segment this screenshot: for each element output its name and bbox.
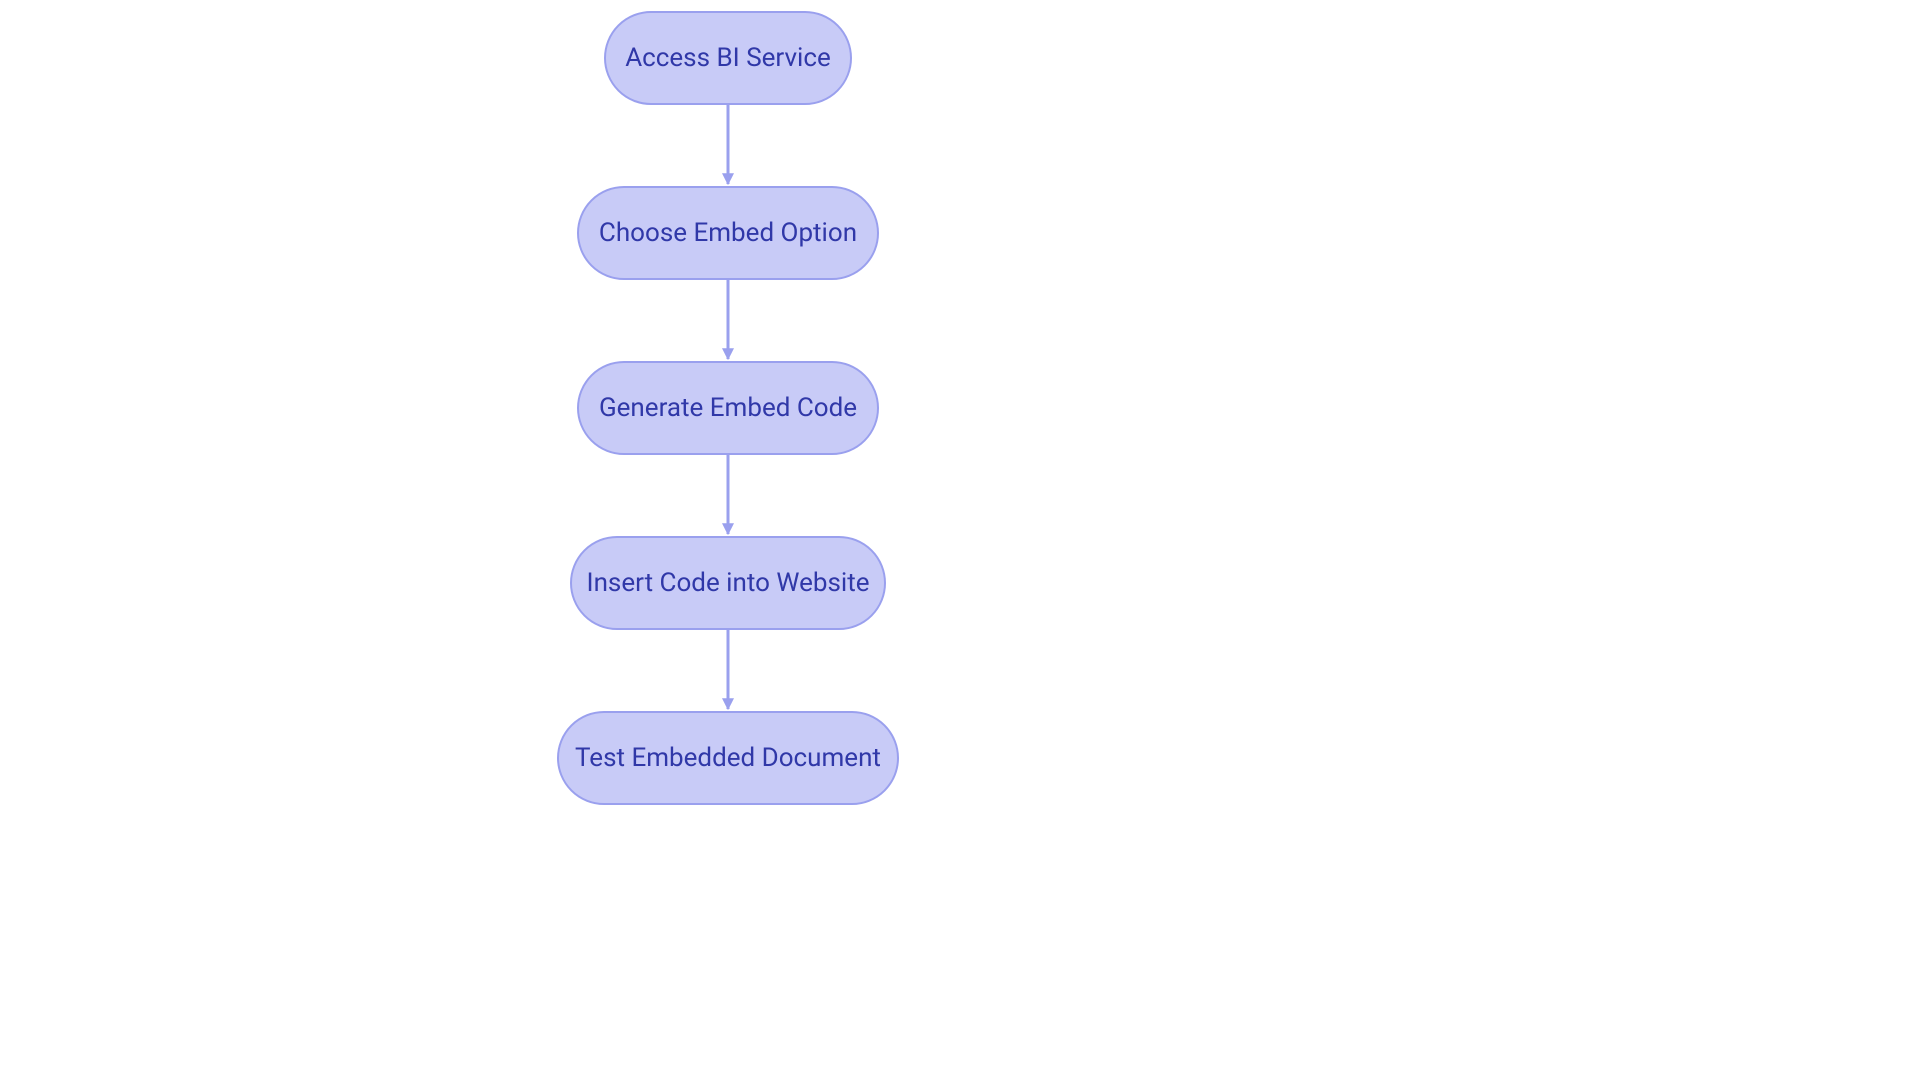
flowchart-node-label: Generate Embed Code: [599, 393, 857, 423]
flowchart-node-label: Access BI Service: [625, 43, 831, 73]
flowchart-node: Access BI Service: [604, 11, 852, 105]
flowchart-node: Generate Embed Code: [577, 361, 879, 455]
flowchart-node: Test Embedded Document: [557, 711, 899, 805]
flowchart-node: Choose Embed Option: [577, 186, 879, 280]
flowchart-node: Insert Code into Website: [570, 536, 886, 630]
flowchart-edges: [0, 0, 1920, 1083]
flowchart-canvas: Access BI Service Choose Embed Option Gene…: [0, 0, 1920, 1083]
flowchart-node-label: Insert Code into Website: [587, 568, 870, 598]
flowchart-node-label: Choose Embed Option: [599, 218, 857, 248]
flowchart-node-label: Test Embedded Document: [575, 743, 881, 773]
